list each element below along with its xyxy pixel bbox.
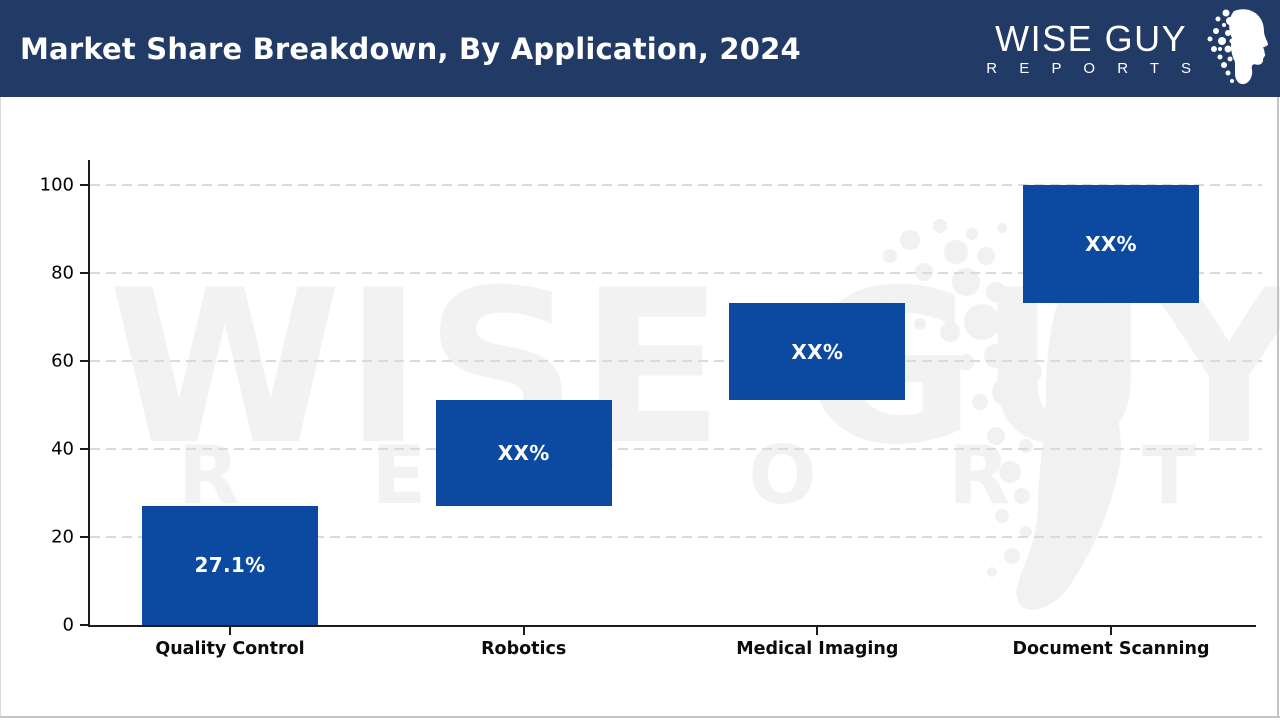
y-tick-mark: [80, 183, 88, 186]
y-tick-mark: [80, 624, 88, 626]
page-left-border: [0, 97, 1, 717]
logo-subtitle: R E P O R T S: [986, 60, 1200, 78]
bar-segment: XX%: [729, 303, 906, 401]
y-tick-label: 60: [51, 350, 74, 372]
y-tick-label: 40: [51, 438, 74, 460]
y-axis-line: [88, 160, 90, 627]
x-tick-mark: [1110, 627, 1112, 635]
y-tick-label: 80: [51, 262, 74, 284]
grid-line: [90, 535, 1262, 538]
y-tick-mark: [80, 447, 88, 450]
x-tick-mark: [229, 627, 231, 635]
x-axis-line: [88, 625, 1256, 627]
bar-value-label: XX%: [791, 339, 844, 364]
y-tick-mark: [80, 271, 88, 274]
x-tick-label: Quality Control: [155, 639, 305, 659]
page-title: Market Share Breakdown, By Application, …: [20, 31, 801, 66]
x-tick-label: Document Scanning: [1012, 639, 1210, 659]
y-tick-label: 100: [39, 174, 74, 195]
logo-text: WISE GUY R E P O R T S: [982, 17, 1200, 78]
bar-segment: XX%: [435, 400, 612, 506]
grid-line: [90, 447, 1262, 450]
wise-guy-reports-logo: WISE GUY R E P O R T S: [982, 4, 1270, 94]
logo-wordmark: WISE GUY: [995, 17, 1188, 59]
y-tick-label: 20: [51, 526, 74, 548]
bar-value-label: XX%: [497, 440, 550, 465]
x-tick-label: Robotics: [481, 639, 567, 659]
grid-line: [90, 359, 1262, 362]
bar-value-label: XX%: [1085, 231, 1137, 256]
page-right-border: [1277, 97, 1279, 718]
grid-line: [90, 271, 1262, 274]
x-tick-mark: [522, 627, 525, 635]
y-tick-mark: [80, 535, 88, 538]
header-bar: Market Share Breakdown, By Application, …: [0, 0, 1280, 97]
x-tick-label: Medical Imaging: [736, 639, 899, 659]
dot-face-head-icon: [1207, 8, 1268, 84]
y-tick-label: 0: [62, 614, 74, 636]
grid-line: [90, 183, 1262, 186]
bar-value-label: 27.1%: [194, 553, 266, 578]
bar-segment: XX%: [1023, 184, 1199, 304]
page-bottom-border: [0, 716, 1280, 718]
bar-segment: 27.1%: [142, 505, 318, 625]
x-tick-mark: [816, 627, 819, 635]
y-tick-mark: [80, 359, 88, 362]
